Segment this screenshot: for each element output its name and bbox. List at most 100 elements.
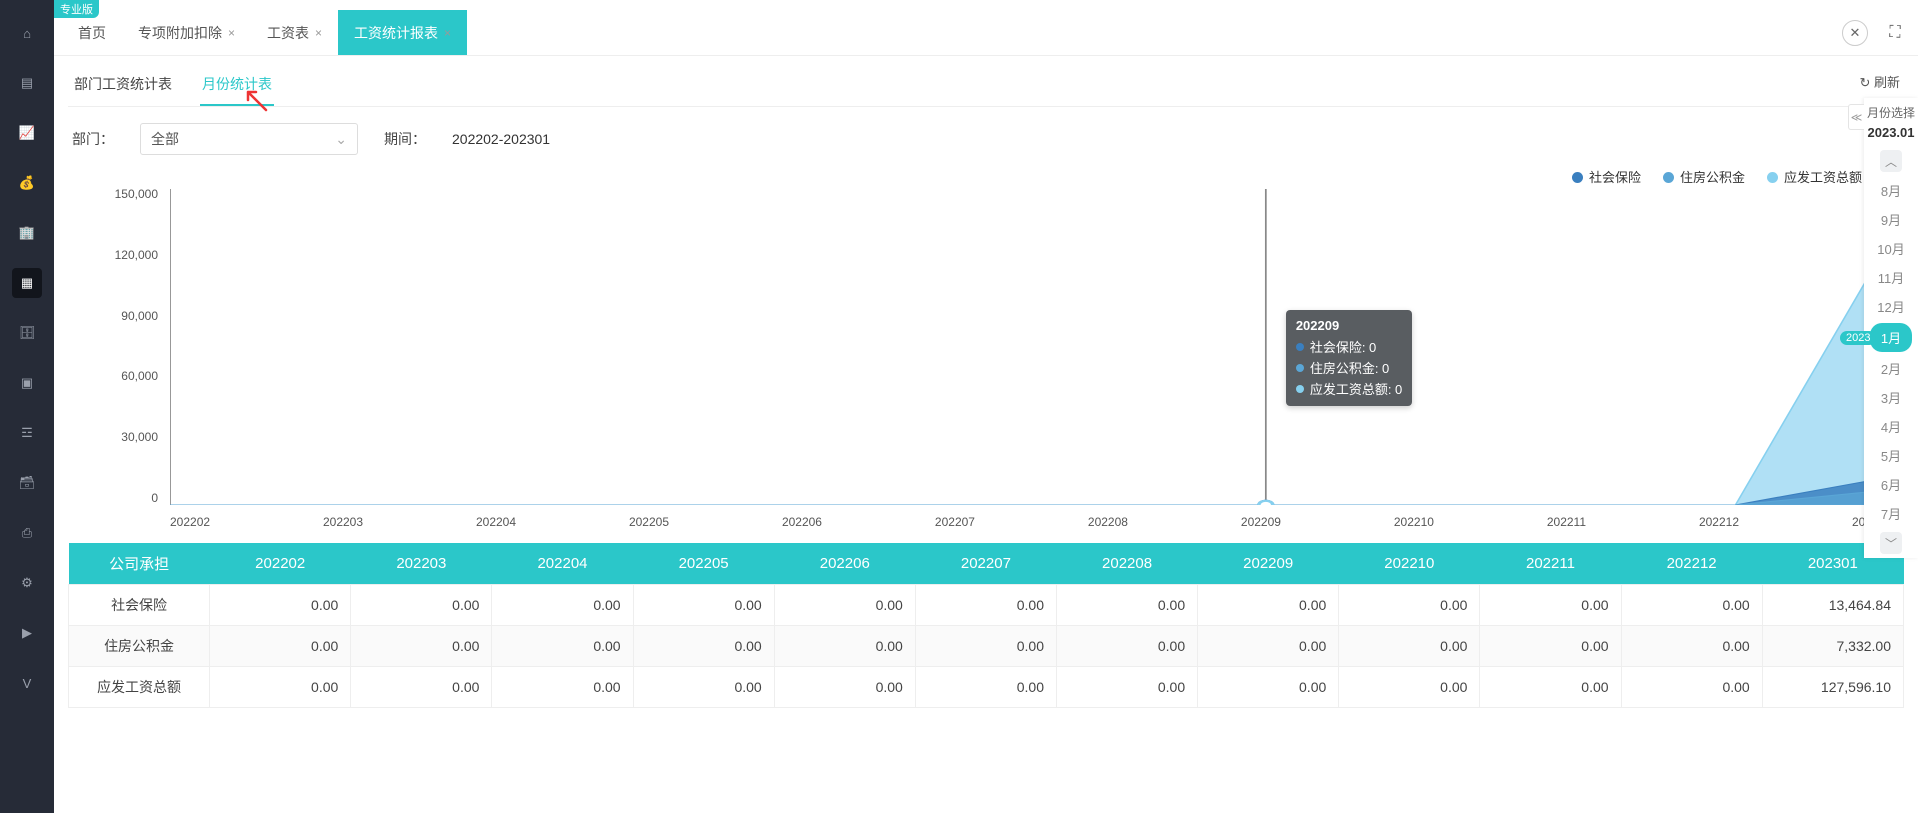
- summary-table: 公司承担202202202203202204202205202206202207…: [68, 543, 1904, 708]
- table-cell: 0.00: [633, 667, 774, 708]
- xaxis-tick: 202202: [170, 515, 210, 529]
- table-cell: 0.00: [492, 626, 633, 667]
- refresh-label: 刷新: [1874, 75, 1900, 90]
- close-all-tabs-icon[interactable]: ✕: [1842, 20, 1868, 46]
- main-tab[interactable]: 专项附加扣除×: [122, 10, 251, 55]
- month-year-pill: 2023: [1840, 331, 1876, 345]
- table-header: 202210: [1339, 543, 1480, 585]
- table-cell: 0.00: [1480, 667, 1621, 708]
- xaxis-tick: 202207: [935, 515, 975, 529]
- table-header: 202206: [774, 543, 915, 585]
- legend-item[interactable]: 应发工资总额: [1767, 167, 1862, 186]
- fullscreen-icon[interactable]: ⛶: [1882, 20, 1908, 46]
- table-cell: 0.00: [1621, 585, 1762, 626]
- table-header: 202204: [492, 543, 633, 585]
- table-cell: 0.00: [915, 667, 1056, 708]
- month-item[interactable]: 9月: [1864, 205, 1918, 234]
- main-tab[interactable]: 工资统计报表×: [338, 10, 467, 55]
- table-cell: 0.00: [1339, 626, 1480, 667]
- nav-archive-icon[interactable]: 🗃: [12, 468, 42, 498]
- tab-close-icon[interactable]: ×: [228, 26, 235, 40]
- table-row: 应发工资总额0.000.000.000.000.000.000.000.000.…: [69, 667, 1904, 708]
- yaxis-tick: 150,000: [115, 187, 158, 201]
- nav-doc-icon[interactable]: ▤: [12, 68, 42, 98]
- yaxis-tick: 0: [151, 491, 158, 505]
- table-header-first: 公司承担: [69, 543, 210, 585]
- table-header: 202203: [351, 543, 492, 585]
- month-panel-title: 月份选择: [1864, 98, 1918, 123]
- nav-home-icon[interactable]: ⌂: [12, 18, 42, 48]
- month-panel-collapse-icon[interactable]: ≪: [1848, 104, 1864, 130]
- month-item[interactable]: 7月: [1864, 499, 1918, 528]
- month-item[interactable]: 2月: [1864, 354, 1918, 383]
- nav-v-icon[interactable]: V: [12, 668, 42, 698]
- main-tab[interactable]: 首页: [62, 10, 122, 55]
- month-scroll-down-icon[interactable]: ﹀: [1880, 532, 1902, 554]
- table-cell: 7,332.00: [1762, 626, 1903, 667]
- nav-app-icon[interactable]: ▶: [12, 618, 42, 648]
- month-item[interactable]: 5月: [1864, 441, 1918, 470]
- xaxis-tick: 202206: [782, 515, 822, 529]
- month-panel-year: 2023.01: [1864, 123, 1918, 146]
- xaxis-tick: 202205: [629, 515, 669, 529]
- nav-salary-icon[interactable]: ▦: [12, 268, 42, 298]
- table-cell: 0.00: [210, 667, 351, 708]
- table-header: 202205: [633, 543, 774, 585]
- dept-select[interactable]: 全部 ⌄: [140, 123, 358, 155]
- yaxis-tick: 120,000: [115, 248, 158, 262]
- tab-close-icon[interactable]: ×: [315, 26, 322, 40]
- table-header: 202207: [915, 543, 1056, 585]
- table-row-label: 住房公积金: [69, 626, 210, 667]
- table-cell: 13,464.84: [1762, 585, 1903, 626]
- chart-tooltip: 202209社会保险: 0住房公积金: 0应发工资总额: 0: [1286, 310, 1412, 406]
- chart-legend: 社会保险 住房公积金 应发工资总额: [1572, 167, 1862, 186]
- tab-close-icon[interactable]: ×: [444, 26, 451, 40]
- main-tab[interactable]: 工资表×: [251, 10, 338, 55]
- nav-invoice-icon[interactable]: ☲: [12, 418, 42, 448]
- nav-asset-icon[interactable]: ▣: [12, 368, 42, 398]
- legend-item[interactable]: 社会保险: [1572, 167, 1641, 186]
- table-cell: 0.00: [1056, 667, 1197, 708]
- xaxis-tick: 202211: [1547, 515, 1586, 529]
- table-cell: 127,596.10: [1762, 667, 1903, 708]
- table-cell: 0.00: [1480, 585, 1621, 626]
- table-row-label: 应发工资总额: [69, 667, 210, 708]
- legend-item[interactable]: 住房公积金: [1663, 167, 1745, 186]
- table-row: 住房公积金0.000.000.000.000.000.000.000.000.0…: [69, 626, 1904, 667]
- sub-tabs: 部门工资统计表月份统计表 ↻ 刷新: [68, 66, 1904, 107]
- table-cell: 0.00: [210, 626, 351, 667]
- period-value: 202202-202301: [452, 131, 550, 147]
- nav-inventory-icon[interactable]: 🗄: [12, 318, 42, 348]
- table-cell: 0.00: [1198, 626, 1339, 667]
- nav-building-icon[interactable]: 🏢: [12, 218, 42, 248]
- sub-tab[interactable]: 部门工资统计表: [72, 66, 174, 106]
- table-cell: 0.00: [915, 585, 1056, 626]
- table-cell: 0.00: [351, 626, 492, 667]
- nav-settings-icon[interactable]: ⚙: [12, 568, 42, 598]
- chart-xaxis: 2022022022032022042022052022062022072022…: [170, 515, 1892, 529]
- month-item[interactable]: 12月: [1864, 292, 1918, 321]
- table-header: 202211: [1480, 543, 1621, 585]
- table-cell: 0.00: [1339, 667, 1480, 708]
- month-item[interactable]: 11月: [1864, 263, 1918, 292]
- month-item[interactable]: 10月: [1864, 234, 1918, 263]
- chart-area: 社会保险住房公积金应发工资总额 150,000120,00090,00060,0…: [70, 165, 1902, 535]
- nav-money-icon[interactable]: 💰: [12, 168, 42, 198]
- table-cell: 0.00: [1480, 626, 1621, 667]
- refresh-button[interactable]: ↻ 刷新: [1859, 72, 1900, 91]
- sub-tab[interactable]: 月份统计表: [200, 66, 274, 106]
- side-nav: ⌂ ▤ 📈 💰 🏢 ▦ 🗄 ▣ ☲ 🗃 ⎙ ⚙ ▶ V: [0, 0, 54, 813]
- table-header: 202202: [210, 543, 351, 585]
- nav-print-icon[interactable]: ⎙: [12, 518, 42, 548]
- month-item[interactable]: 1月2023: [1870, 323, 1912, 352]
- dept-label: 部门：: [72, 129, 114, 149]
- month-item[interactable]: 8月: [1864, 176, 1918, 205]
- month-item[interactable]: 3月: [1864, 383, 1918, 412]
- month-scroll-up-icon[interactable]: ︿: [1880, 150, 1902, 172]
- table-header: 202209: [1198, 543, 1339, 585]
- nav-chart-icon[interactable]: 📈: [12, 118, 42, 148]
- table-cell: 0.00: [1339, 585, 1480, 626]
- month-item[interactable]: 6月: [1864, 470, 1918, 499]
- month-item[interactable]: 4月: [1864, 412, 1918, 441]
- top-bar: 专业版: [54, 0, 1918, 10]
